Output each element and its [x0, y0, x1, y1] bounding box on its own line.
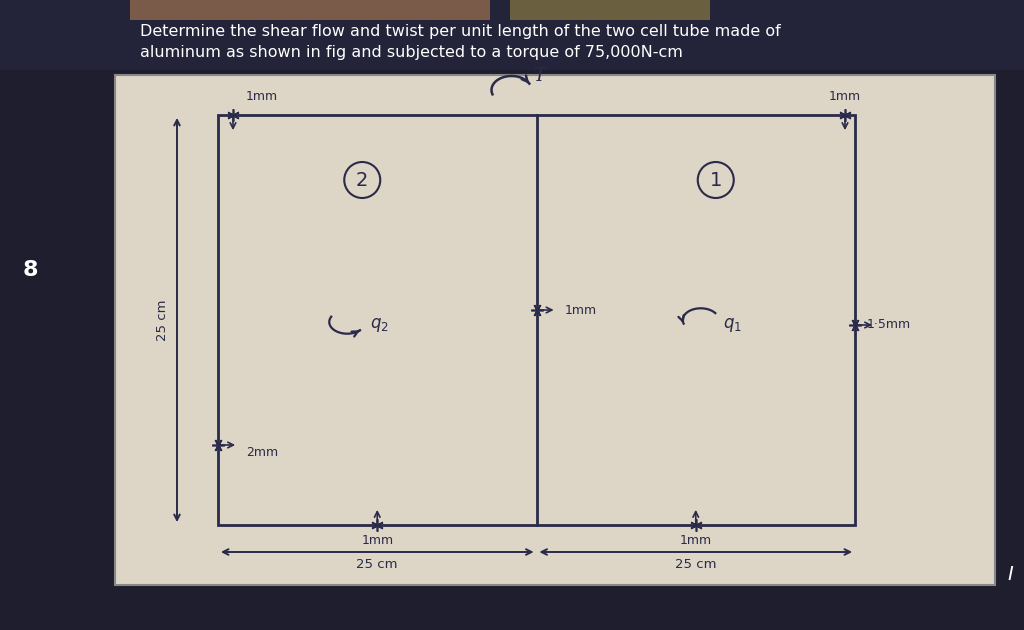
- Bar: [510, 0, 710, 20]
- Text: 1mm: 1mm: [246, 91, 279, 103]
- Text: 25 cm: 25 cm: [157, 299, 170, 341]
- Text: $q_1$: $q_1$: [723, 316, 741, 334]
- Text: 25 cm: 25 cm: [675, 558, 717, 571]
- Bar: [130, 0, 490, 20]
- Text: T: T: [534, 67, 546, 85]
- Bar: [115, 75, 995, 585]
- Text: I: I: [1008, 566, 1013, 585]
- Text: 8: 8: [23, 260, 38, 280]
- Text: 1mm: 1mm: [564, 304, 597, 316]
- Text: 1·5mm: 1·5mm: [867, 319, 911, 331]
- Text: Determine the shear flow and twist per unit length of the two cell tube made of: Determine the shear flow and twist per u…: [140, 24, 780, 39]
- Text: 2mm: 2mm: [246, 445, 279, 459]
- Text: 1mm: 1mm: [680, 534, 712, 546]
- Text: $q_2$: $q_2$: [371, 316, 389, 334]
- Text: 2: 2: [356, 171, 369, 190]
- Text: 25 cm: 25 cm: [356, 558, 398, 571]
- Bar: [218, 115, 855, 525]
- Text: 1: 1: [710, 171, 722, 190]
- Text: 1mm: 1mm: [829, 91, 861, 103]
- Bar: [0, 0, 1024, 70]
- Text: aluminum as shown in fig and subjected to a torque of 75,000N-cm: aluminum as shown in fig and subjected t…: [140, 45, 683, 60]
- Text: 1mm: 1mm: [361, 534, 393, 546]
